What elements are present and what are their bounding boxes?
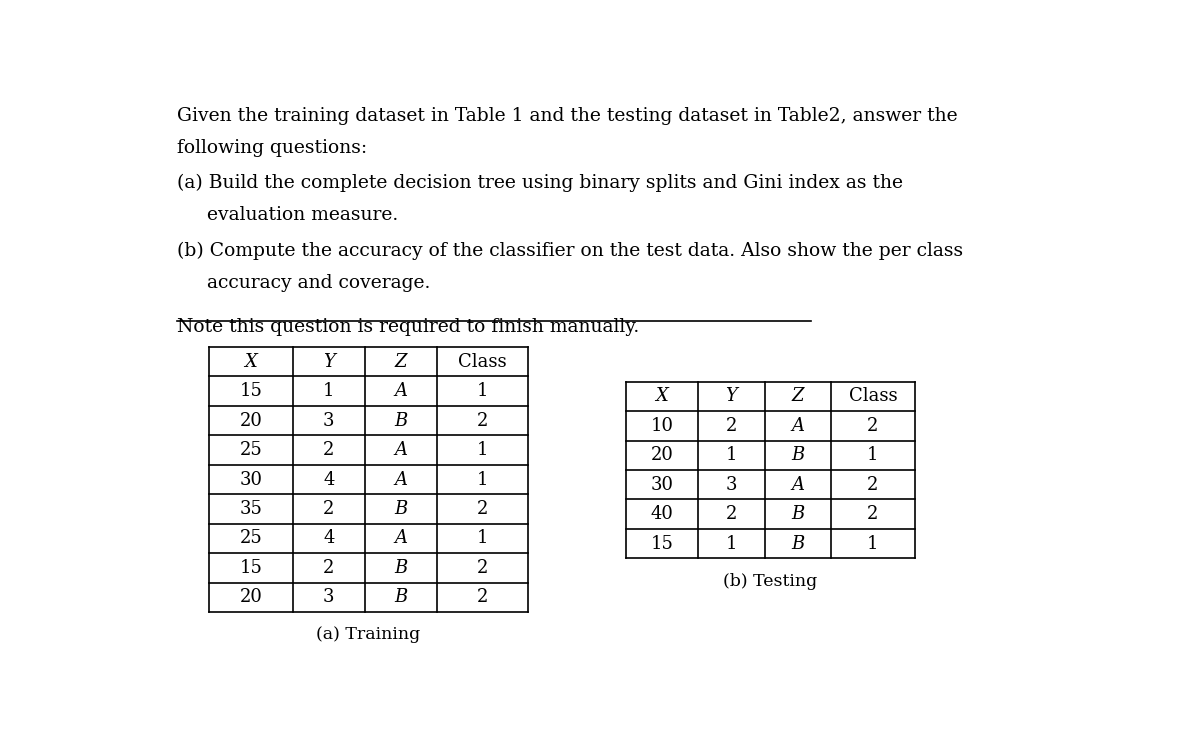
Text: 35: 35 — [240, 500, 263, 518]
Text: B: B — [792, 446, 805, 464]
Text: 2: 2 — [867, 417, 879, 435]
Text: A: A — [394, 470, 407, 488]
Text: 30: 30 — [240, 470, 263, 488]
Text: B: B — [394, 559, 407, 577]
Text: X: X — [656, 387, 669, 405]
Text: 1: 1 — [726, 535, 737, 553]
Text: 3: 3 — [726, 476, 737, 494]
Text: following questions:: following questions: — [177, 139, 367, 157]
Text: A: A — [394, 530, 407, 548]
Text: 10: 10 — [651, 417, 673, 435]
Text: Class: Class — [458, 352, 506, 370]
Text: A: A — [394, 382, 407, 400]
Text: evaluation measure.: evaluation measure. — [177, 206, 399, 224]
Text: 2: 2 — [867, 476, 879, 494]
Text: 20: 20 — [240, 588, 263, 606]
Text: 3: 3 — [324, 412, 334, 430]
Text: Z: Z — [792, 387, 805, 405]
Text: Given the training dataset in Table 1 and the testing dataset in Table2, answer : Given the training dataset in Table 1 an… — [177, 107, 958, 125]
Text: Y: Y — [322, 352, 334, 370]
Text: 1: 1 — [867, 535, 879, 553]
Text: B: B — [394, 412, 407, 430]
Text: 25: 25 — [240, 441, 263, 459]
Text: 2: 2 — [726, 506, 737, 524]
Text: Note this question is required to finish manually.: Note this question is required to finish… — [177, 318, 639, 336]
Text: 25: 25 — [240, 530, 263, 548]
Text: 3: 3 — [324, 588, 334, 606]
Text: (a) Training: (a) Training — [316, 626, 420, 644]
Text: A: A — [792, 476, 805, 494]
Text: 1: 1 — [476, 382, 488, 400]
Text: (b) Testing: (b) Testing — [724, 573, 817, 590]
Text: X: X — [245, 352, 258, 370]
Text: 1: 1 — [726, 446, 737, 464]
Text: 1: 1 — [476, 530, 488, 548]
Text: 20: 20 — [240, 412, 263, 430]
Text: B: B — [394, 588, 407, 606]
Text: 1: 1 — [324, 382, 334, 400]
Text: 15: 15 — [240, 382, 263, 400]
Text: 4: 4 — [324, 530, 334, 548]
Text: (b) Compute the accuracy of the classifier on the test data. Also show the per c: (b) Compute the accuracy of the classifi… — [177, 242, 964, 260]
Text: 2: 2 — [324, 441, 334, 459]
Text: 20: 20 — [651, 446, 673, 464]
Text: (a) Build the complete decision tree using binary splits and Gini index as the: (a) Build the complete decision tree usi… — [177, 174, 903, 192]
Text: 2: 2 — [324, 500, 334, 518]
Text: A: A — [394, 441, 407, 459]
Text: 15: 15 — [240, 559, 263, 577]
Text: 1: 1 — [867, 446, 879, 464]
Text: 2: 2 — [476, 559, 488, 577]
Text: 2: 2 — [726, 417, 737, 435]
Text: 1: 1 — [476, 441, 488, 459]
Text: 2: 2 — [867, 506, 879, 524]
Text: B: B — [394, 500, 407, 518]
Text: 30: 30 — [651, 476, 673, 494]
Text: B: B — [792, 535, 805, 553]
Text: 40: 40 — [651, 506, 673, 524]
Text: 2: 2 — [476, 500, 488, 518]
Text: B: B — [792, 506, 805, 524]
Text: 1: 1 — [476, 470, 488, 488]
Text: 2: 2 — [324, 559, 334, 577]
Text: 4: 4 — [324, 470, 334, 488]
Text: Y: Y — [726, 387, 737, 405]
Text: Z: Z — [395, 352, 407, 370]
Text: 2: 2 — [476, 412, 488, 430]
Text: accuracy and coverage.: accuracy and coverage. — [177, 274, 430, 292]
Text: A: A — [792, 417, 805, 435]
Text: Class: Class — [849, 387, 897, 405]
Text: 2: 2 — [476, 588, 488, 606]
Text: 15: 15 — [651, 535, 673, 553]
